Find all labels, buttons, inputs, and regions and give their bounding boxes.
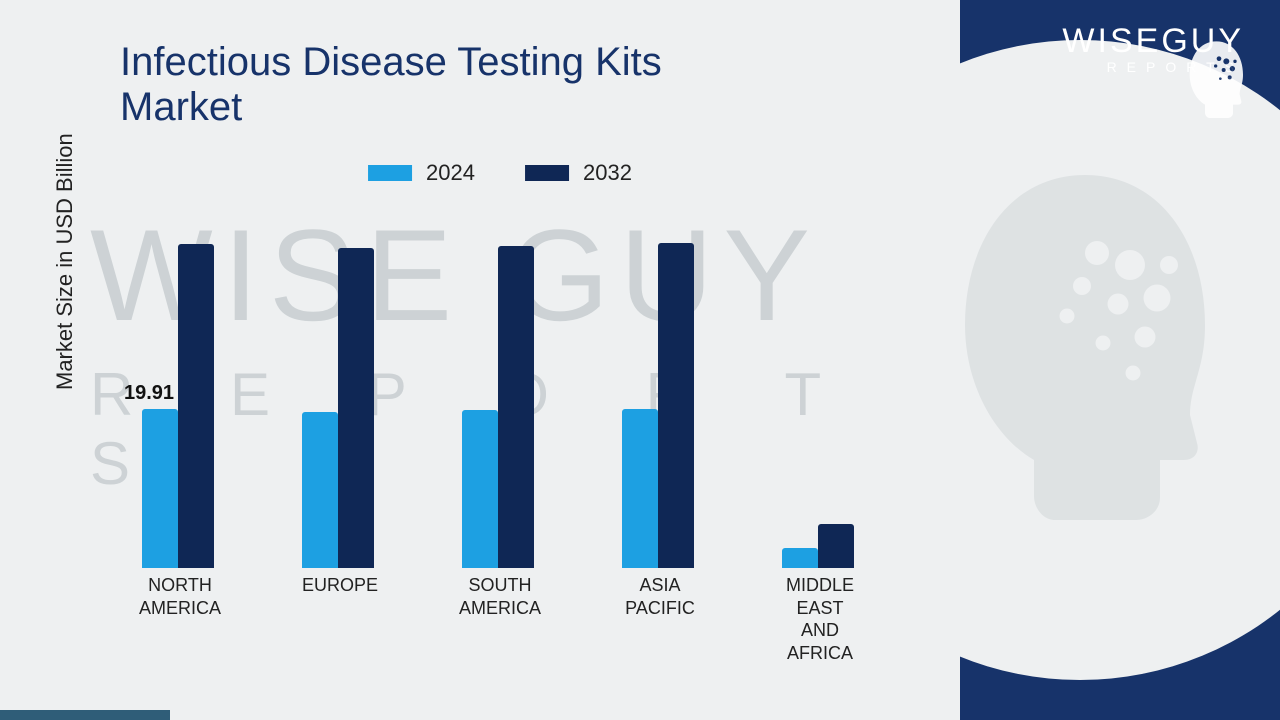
bar-2032 [658,243,694,568]
bar-2032 [178,244,214,568]
x-axis: NORTHAMERICAEUROPESOUTHAMERICAASIAPACIFI… [130,574,930,674]
x-axis-tick: EUROPE [280,574,400,597]
bar-2032 [818,524,854,568]
legend-label-2024: 2024 [426,160,475,186]
bar-2024 [142,409,178,568]
x-axis-tick: SOUTHAMERICA [440,574,560,619]
chart-title: Infectious Disease Testing Kits Market [120,40,790,130]
bar-2024 [302,412,338,568]
legend: 2024 2032 [368,160,632,186]
legend-label-2032: 2032 [583,160,632,186]
bar-group: 19.91 [130,208,230,568]
x-axis-tick: MIDDLEEASTANDAFRICA [760,574,880,664]
head-silhouette-watermark-icon [910,160,1230,520]
x-axis-tick: ASIAPACIFIC [600,574,720,619]
legend-item-2024: 2024 [368,160,475,186]
legend-swatch-2024 [368,165,412,181]
bar-2024 [622,409,658,568]
bar-2024 [782,548,818,568]
bar-group [450,208,550,568]
legend-swatch-2032 [525,165,569,181]
legend-item-2032: 2032 [525,160,632,186]
bar-group [770,208,870,568]
page: WISE GUY R E P O R T S WISEGUY REPORTS I… [0,0,1280,720]
head-silhouette-logo-icon [1178,38,1248,118]
bar-2032 [338,248,374,568]
bar-group [290,208,390,568]
bar-2024 [462,410,498,568]
bar-2032 [498,246,534,568]
bar-group [610,208,710,568]
chart-area: Market Size in USD Billion 2024 2032 19.… [60,160,940,640]
brand-logo: WISEGUY REPORTS [1062,22,1244,75]
bar-value-label: 19.91 [124,382,174,405]
bottom-accent-bar [0,710,170,720]
plot-region: 19.91 [130,208,930,568]
y-axis-label: Market Size in USD Billion [52,133,78,390]
x-axis-tick: NORTHAMERICA [120,574,240,619]
